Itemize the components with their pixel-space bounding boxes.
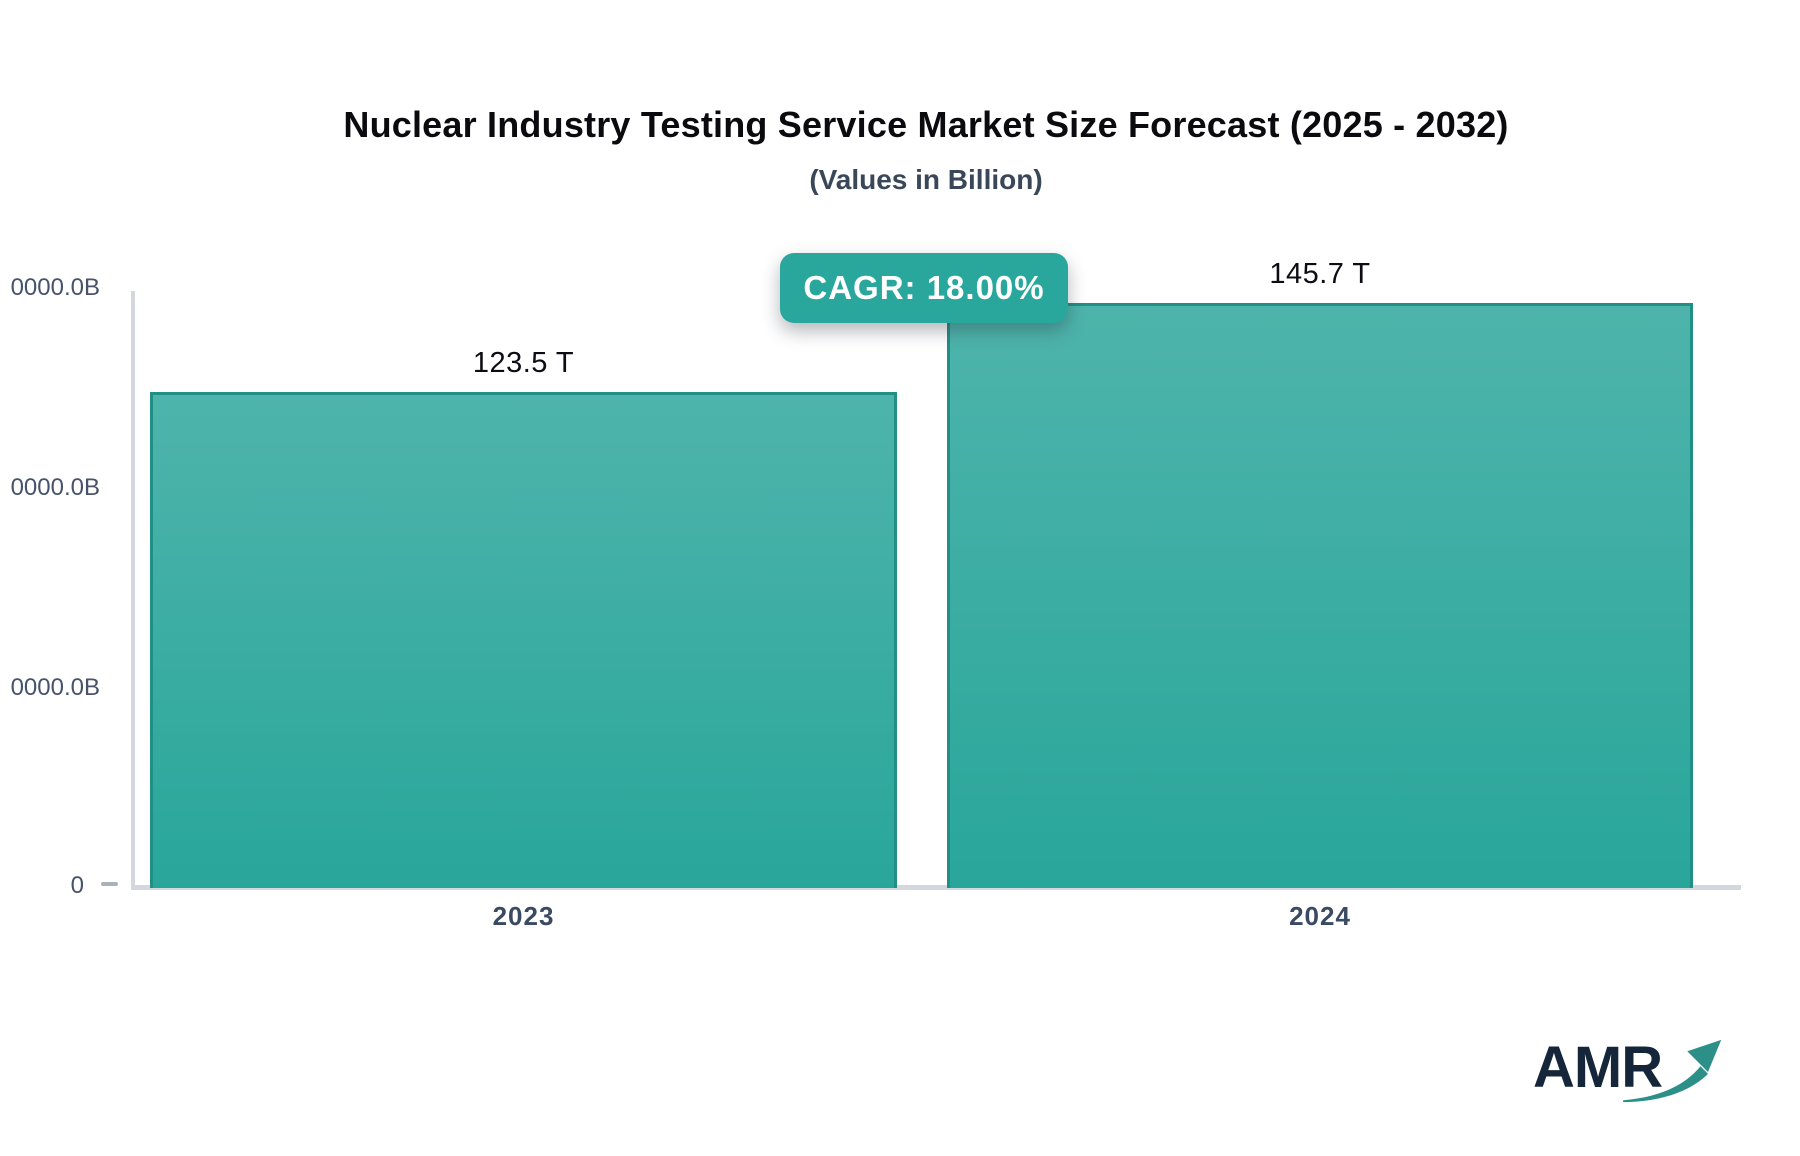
x-axis-label-2024: 2024: [1289, 901, 1351, 931]
y-tick-label-zero: 0: [70, 872, 84, 899]
y-tick-label: 0000.0B: [10, 474, 100, 501]
x-axis-line: [131, 885, 1741, 890]
x-axis-label-2023: 2023: [492, 901, 555, 931]
chart-title: Nuclear Industry Testing Service Market …: [343, 104, 1509, 145]
bar-2023: [150, 392, 897, 888]
y-tick-label: 0000.0B: [10, 274, 100, 301]
bar-2024: [947, 303, 1693, 888]
trend-up-arrow-icon: [1623, 1039, 1722, 1103]
bar-value-label-2023: 123.5 T: [472, 347, 575, 379]
zero-tick-mark: [101, 882, 118, 886]
cagr-badge-label: CAGR: 18.00%: [803, 269, 1045, 306]
y-tick-label: 0000.0B: [10, 674, 100, 701]
amr-logo-text: AMR: [1533, 1035, 1663, 1100]
y-axis-line: [131, 291, 135, 888]
cagr-badge: CAGR: 18.00%: [780, 253, 1068, 323]
chart-subtitle: (Values in Billion): [809, 164, 1043, 195]
bar-value-label-2024: 145.7 T: [1269, 258, 1371, 290]
amr-logo: AMR: [1533, 1032, 1773, 1122]
